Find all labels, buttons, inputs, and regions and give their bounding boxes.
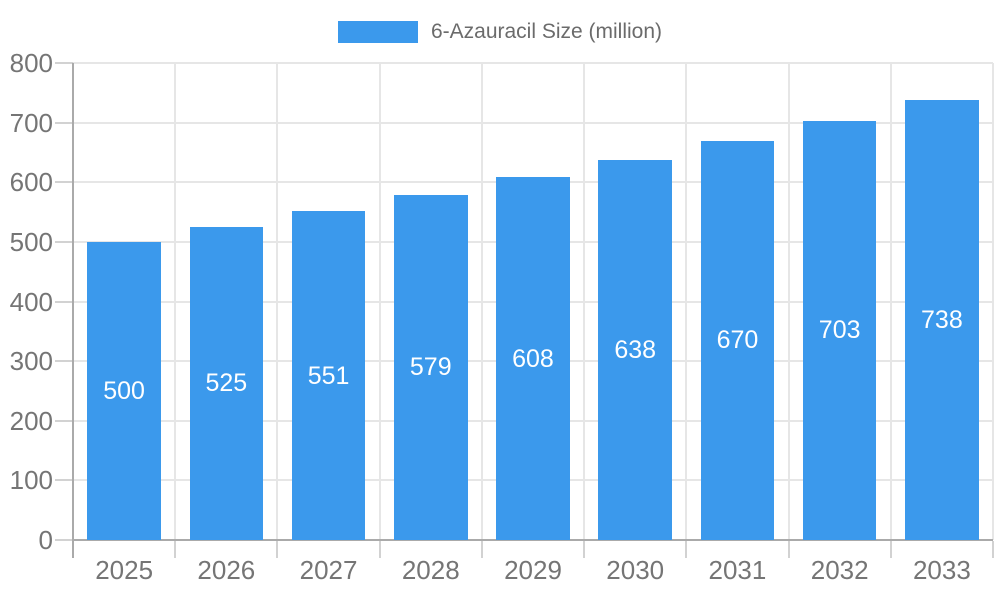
bar: [802, 120, 877, 540]
bar-value-label: 579: [409, 353, 452, 382]
y-tick: [55, 479, 73, 482]
x-tick: [992, 541, 994, 558]
x-tick: [685, 541, 688, 558]
legend-label: 6-Azauracil Size (million): [430, 20, 663, 43]
y-tick-label: 400: [9, 286, 53, 317]
x-tick: [378, 541, 381, 558]
legend-swatch: [337, 21, 418, 43]
x-tick-label: 2029: [504, 555, 562, 585]
x-tick-label: 2025: [95, 555, 154, 585]
y-tick: [55, 121, 73, 124]
y-tick: [55, 181, 73, 184]
y-tick: [55, 360, 73, 363]
x-tick-label: 2030: [606, 555, 665, 585]
x-tick: [889, 541, 892, 558]
x-tick: [583, 541, 586, 558]
bar: [393, 194, 468, 540]
y-tick-label: 800: [9, 48, 53, 78]
x-tick-label: 2033: [912, 555, 971, 585]
y-tick-label: 300: [9, 346, 53, 377]
bar-value-label: 500: [103, 376, 145, 405]
bar-value-label: 525: [205, 369, 248, 398]
bar-value-label: 608: [512, 344, 554, 373]
x-gridline: [992, 63, 994, 540]
bar: [87, 241, 161, 540]
y-tick-label: 0: [38, 525, 53, 555]
y-gridline: [73, 121, 993, 124]
bar: [496, 177, 570, 540]
x-tick: [480, 541, 483, 558]
y-tick-label: 700: [9, 107, 53, 138]
x-tick-label: 2032: [810, 555, 869, 585]
legend: 6-Azauracil Size (million): [0, 18, 1000, 46]
x-tick-label: 2027: [299, 555, 358, 585]
bar-value-label: 738: [921, 305, 963, 334]
x-tick-label: 2031: [708, 555, 767, 585]
x-tick: [787, 541, 790, 558]
y-tick: [55, 419, 73, 422]
bar: [598, 159, 673, 540]
y-tick: [55, 300, 73, 303]
x-tick: [174, 541, 177, 558]
y-tick: [55, 240, 73, 243]
y-tick-label: 600: [9, 167, 53, 198]
bar: [700, 140, 775, 540]
x-tick: [276, 541, 279, 558]
bar-value-label: 670: [716, 326, 759, 355]
y-tick: [55, 539, 73, 541]
y-tick-label: 200: [9, 405, 53, 436]
y-tick-label: 100: [9, 465, 53, 496]
y-tick-label: 500: [9, 226, 53, 257]
x-tick-label: 2026: [197, 555, 256, 585]
y-axis-line: [72, 63, 74, 558]
y-tick: [55, 62, 73, 64]
x-axis-line: [73, 539, 993, 541]
bar-value-label: 638: [614, 335, 657, 364]
bar: [905, 99, 979, 540]
bar-value-label: 703: [818, 316, 861, 345]
x-tick-label: 2028: [401, 555, 460, 585]
y-gridline: [73, 62, 993, 64]
bar: [291, 211, 366, 540]
bar: [189, 226, 264, 540]
bar-value-label: 551: [307, 361, 350, 390]
